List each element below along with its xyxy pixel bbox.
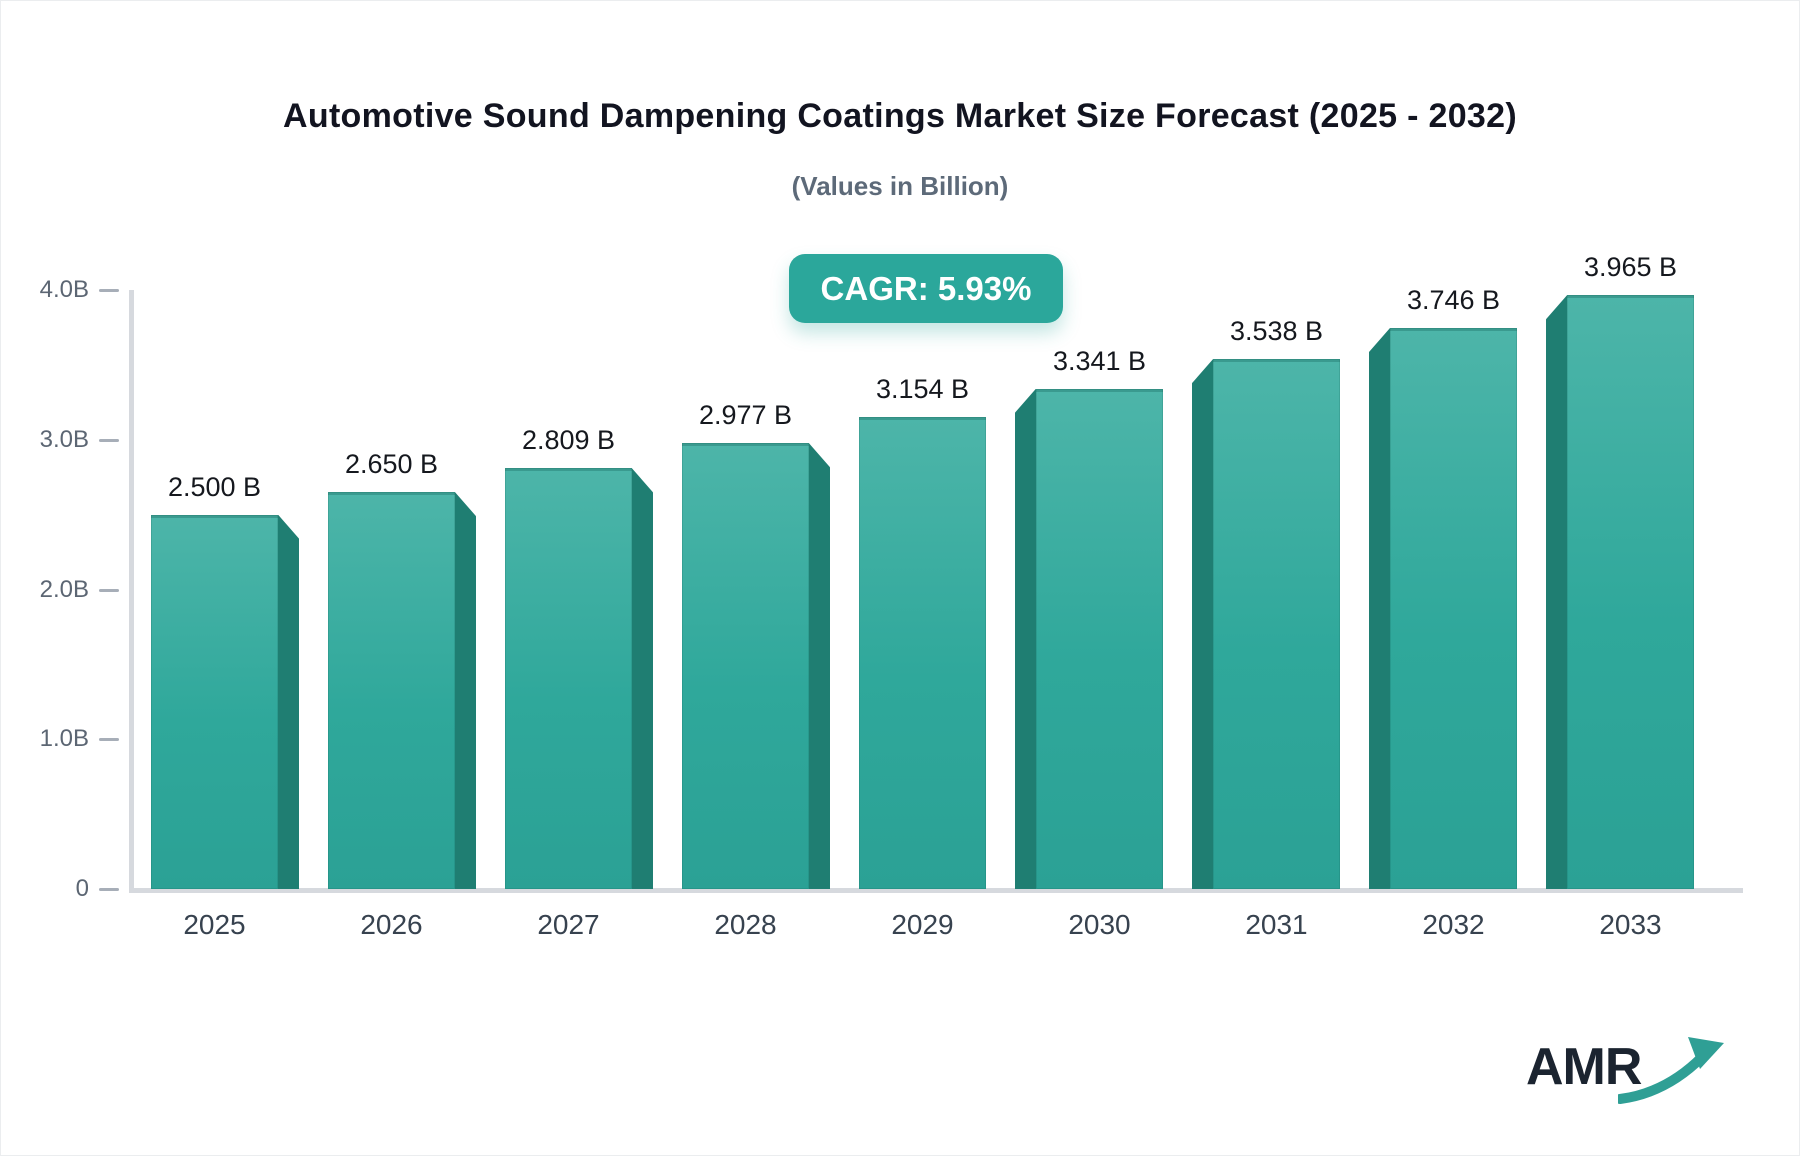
bar-value-label-2026: 2.650 B [344,449,439,480]
cagr-badge-label: CAGR: 5.93% [820,269,1032,307]
x-tick-label-2029: 2029 [891,909,954,940]
y-tick-dash-4.0B [99,289,119,292]
y-axis-line [129,290,134,893]
y-tick-label-1.0B: 1.0B [39,725,89,753]
bar-value-label-2029: 3.154 B [875,373,970,404]
x-tick-label-2027: 2027 [537,909,600,940]
bar-side-face-2027 [632,468,653,889]
bar-side-face-2026 [455,492,476,889]
bar-side-face-2030 [1015,388,1036,889]
x-tick-label-2025: 2025 [183,909,246,940]
growth-arrow-icon [1618,1037,1724,1104]
bar-value-label-2031: 3.538 B [1229,316,1324,347]
bar-2029 [859,416,986,889]
x-tick-label-2030: 2030 [1068,909,1131,940]
bar-2032 [1390,328,1517,889]
x-axis-line [129,888,1743,893]
bar-2028 [682,443,809,889]
y-tick-dash-3.0B [99,438,119,442]
bar-value-label-2027: 2.809 B [521,425,616,456]
bar-2025 [151,514,278,889]
x-tick-label-2031: 2031 [1245,909,1308,940]
x-tick-label-2033: 2033 [1599,909,1662,940]
x-tick-label-2028: 2028 [714,909,777,940]
bar-value-label-2025: 2.500 B [167,471,262,502]
bar-2026 [328,492,455,889]
bar-2031 [1213,359,1340,889]
bar-value-label-2032: 3.746 B [1406,285,1501,316]
bar-side-face-2025 [278,514,299,889]
bar-value-label-2030: 3.341 B [1052,345,1147,376]
amr-logo-text: AMR [1526,1038,1642,1096]
chart-subtitle: (Values in Billion) [791,171,1009,201]
chart-title: Automotive Sound Dampening Coatings Mark… [283,97,1517,135]
bar-value-label-2028: 2.977 B [698,400,793,431]
cagr-badge: CAGR: 5.93% [789,254,1063,323]
y-tick-label-0: 0 [75,875,89,902]
bar-side-face-2031 [1192,359,1213,889]
y-tick-label-3.0B: 3.0B [39,425,89,453]
amr-logo: AMR [1526,1029,1726,1119]
bar-value-label-2033: 3.965 B [1583,252,1678,283]
bar-2030 [1036,388,1163,889]
y-tick-dash-0 [99,888,119,891]
y-tick-dash-1.0B [99,738,119,742]
bar-side-face-2033 [1546,295,1567,889]
bar-2033 [1567,295,1694,889]
bar-2027 [505,468,632,889]
bar-side-face-2028 [809,443,830,889]
x-tick-label-2032: 2032 [1422,909,1485,940]
x-tick-label-2026: 2026 [360,909,423,940]
y-tick-label-2.0B: 2.0B [39,575,89,603]
y-tick-dash-2.0B [99,588,119,592]
y-tick-label-4.0B: 4.0B [39,276,89,303]
bar-side-face-2032 [1369,328,1390,889]
